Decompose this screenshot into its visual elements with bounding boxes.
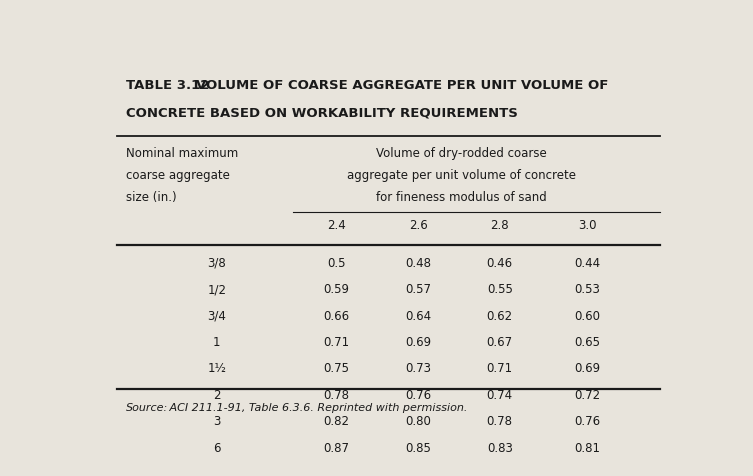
Text: 0.53: 0.53 <box>575 283 600 296</box>
Text: coarse aggregate: coarse aggregate <box>127 169 230 182</box>
Text: 0.48: 0.48 <box>405 257 431 270</box>
Text: 0.65: 0.65 <box>575 336 600 349</box>
Text: 0.82: 0.82 <box>323 415 349 428</box>
Text: 0.44: 0.44 <box>575 257 600 270</box>
Text: 0.5: 0.5 <box>327 257 346 270</box>
Text: 0.62: 0.62 <box>486 310 513 323</box>
Text: 0.76: 0.76 <box>405 389 431 402</box>
Text: Nominal maximum: Nominal maximum <box>127 147 239 160</box>
Text: 0.78: 0.78 <box>323 389 349 402</box>
Text: 1½: 1½ <box>207 362 226 376</box>
Text: 0.67: 0.67 <box>486 336 513 349</box>
Text: 0.85: 0.85 <box>405 442 431 455</box>
Text: VOLUME OF COARSE AGGREGATE PER UNIT VOLUME OF: VOLUME OF COARSE AGGREGATE PER UNIT VOLU… <box>197 79 608 92</box>
Text: 0.80: 0.80 <box>405 415 431 428</box>
Text: 0.46: 0.46 <box>486 257 513 270</box>
Text: 0.71: 0.71 <box>486 362 513 376</box>
Text: 0.74: 0.74 <box>486 389 513 402</box>
Text: 0.66: 0.66 <box>323 310 349 323</box>
Text: Volume of dry-rodded coarse: Volume of dry-rodded coarse <box>376 147 547 160</box>
Text: 2.6: 2.6 <box>409 219 428 232</box>
Text: 2: 2 <box>213 389 221 402</box>
Text: 1/2: 1/2 <box>207 283 226 296</box>
Text: 0.78: 0.78 <box>486 415 513 428</box>
Text: 6: 6 <box>213 442 221 455</box>
Text: 0.60: 0.60 <box>575 310 600 323</box>
Text: 3: 3 <box>213 415 221 428</box>
Text: 0.64: 0.64 <box>405 310 431 323</box>
Text: 0.69: 0.69 <box>575 362 600 376</box>
Text: 3/8: 3/8 <box>207 257 226 270</box>
Text: 0.59: 0.59 <box>323 283 349 296</box>
Text: 3.0: 3.0 <box>578 219 596 232</box>
Text: 0.73: 0.73 <box>405 362 431 376</box>
Text: 2.4: 2.4 <box>327 219 346 232</box>
Text: aggregate per unit volume of concrete: aggregate per unit volume of concrete <box>347 169 576 182</box>
Text: CONCRETE BASED ON WORKABILITY REQUIREMENTS: CONCRETE BASED ON WORKABILITY REQUIREMEN… <box>127 107 518 119</box>
Text: 0.71: 0.71 <box>323 336 349 349</box>
Text: 0.69: 0.69 <box>405 336 431 349</box>
Text: 3/4: 3/4 <box>207 310 226 323</box>
Text: TABLE 3.12: TABLE 3.12 <box>127 79 209 92</box>
Text: 0.76: 0.76 <box>575 415 600 428</box>
Text: 0.55: 0.55 <box>486 283 513 296</box>
Text: Source:: Source: <box>127 404 169 414</box>
Text: 0.57: 0.57 <box>405 283 431 296</box>
Text: 0.81: 0.81 <box>575 442 600 455</box>
Text: 1: 1 <box>213 336 221 349</box>
Text: 0.83: 0.83 <box>486 442 513 455</box>
Text: size (in.): size (in.) <box>127 191 177 204</box>
Text: for fineness modulus of sand: for fineness modulus of sand <box>376 191 547 204</box>
Text: 0.75: 0.75 <box>323 362 349 376</box>
Text: 2.8: 2.8 <box>490 219 509 232</box>
Text: 0.87: 0.87 <box>323 442 349 455</box>
Text: ACI 211.1-91, Table 6.3.6. Reprinted with permission.: ACI 211.1-91, Table 6.3.6. Reprinted wit… <box>166 404 468 414</box>
Text: 0.72: 0.72 <box>575 389 600 402</box>
